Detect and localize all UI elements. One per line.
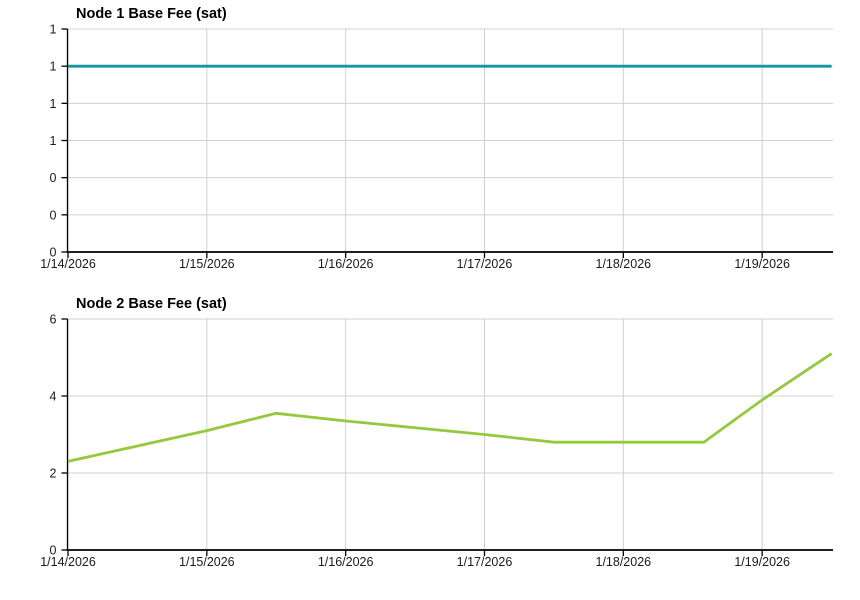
y-tick-label: 0 bbox=[50, 544, 57, 558]
y-tick-label: 1 bbox=[50, 60, 57, 74]
x-tick-label: 1/15/2026 bbox=[179, 555, 235, 569]
chart-0-group: 0 0 0 1 1 1 1 1/14/2026 1/15/2026 1/16/2026 1/17/2… bbox=[40, 23, 833, 271]
x-tick-label: 1/16/2026 bbox=[318, 555, 374, 569]
x-tick-label: 1/19/2026 bbox=[734, 555, 790, 569]
node2-chart-title: Node 2 Base Fee (sat) bbox=[76, 296, 227, 312]
x-tick-label: 1/14/2026 bbox=[40, 555, 96, 569]
x-tick-label: 1/17/2026 bbox=[457, 257, 513, 271]
y-tick-label: 4 bbox=[50, 390, 57, 404]
y-tick-label: 0 bbox=[50, 246, 57, 260]
x-tick-label: 1/18/2026 bbox=[596, 555, 652, 569]
chart-1-group: 0 2 4 6 1/14/2026 1/15/2026 1/16/2026 1/17/2026… bbox=[40, 313, 833, 569]
y-tick-label: 0 bbox=[50, 208, 57, 222]
x-tick-label: 1/18/2026 bbox=[596, 257, 652, 271]
x-tick-label: 1/19/2026 bbox=[734, 257, 790, 271]
node1-chart-title: Node 1 Base Fee (sat) bbox=[76, 6, 227, 22]
y-tick-label: 0 bbox=[50, 171, 57, 185]
x-tick-label: 1/15/2026 bbox=[179, 257, 235, 271]
x-tick-label: 1/14/2026 bbox=[40, 257, 96, 271]
x-tick-label: 1/16/2026 bbox=[318, 257, 374, 271]
y-tick-label: 6 bbox=[50, 313, 57, 327]
series-line-chart-1 bbox=[67, 352, 833, 463]
y-tick-label: 1 bbox=[50, 134, 57, 148]
y-tick-label: 2 bbox=[50, 467, 57, 481]
y-tick-label: 1 bbox=[50, 97, 57, 111]
x-tick-label: 1/17/2026 bbox=[457, 555, 513, 569]
y-tick-label: 1 bbox=[50, 23, 57, 37]
